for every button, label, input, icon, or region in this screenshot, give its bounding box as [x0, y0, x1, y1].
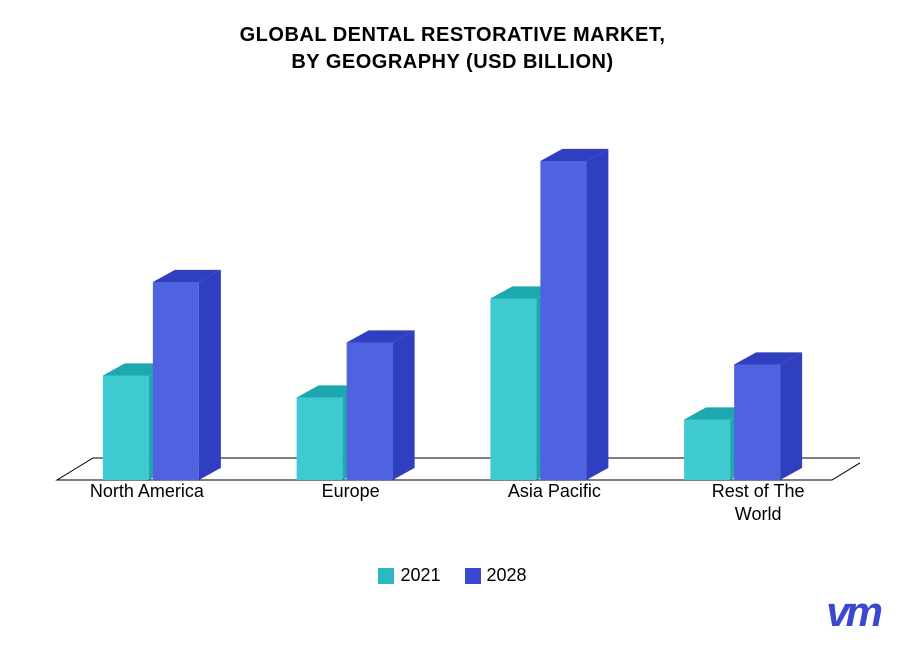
chart-title-line2: BY GEOGRAPHY (USD BILLION) — [0, 49, 905, 76]
x-label: Rest of TheWorld — [656, 480, 860, 535]
legend-item-2028: 2028 — [465, 565, 527, 586]
x-label: North America — [45, 480, 249, 535]
brand-logo: vm — [826, 588, 879, 636]
legend-item-2021: 2021 — [378, 565, 440, 586]
chart-title-line1: GLOBAL DENTAL RESTORATIVE MARKET, — [0, 22, 905, 49]
legend-label-2028: 2028 — [487, 565, 527, 586]
legend-swatch-2028 — [465, 568, 481, 584]
chart-title: GLOBAL DENTAL RESTORATIVE MARKET, BY GEO… — [0, 0, 905, 76]
x-label: Asia Pacific — [453, 480, 657, 535]
legend: 2021 2028 — [0, 565, 905, 586]
legend-swatch-2021 — [378, 568, 394, 584]
legend-label-2021: 2021 — [400, 565, 440, 586]
x-axis-labels: North AmericaEuropeAsia PacificRest of T… — [45, 480, 860, 535]
x-label: Europe — [249, 480, 453, 535]
